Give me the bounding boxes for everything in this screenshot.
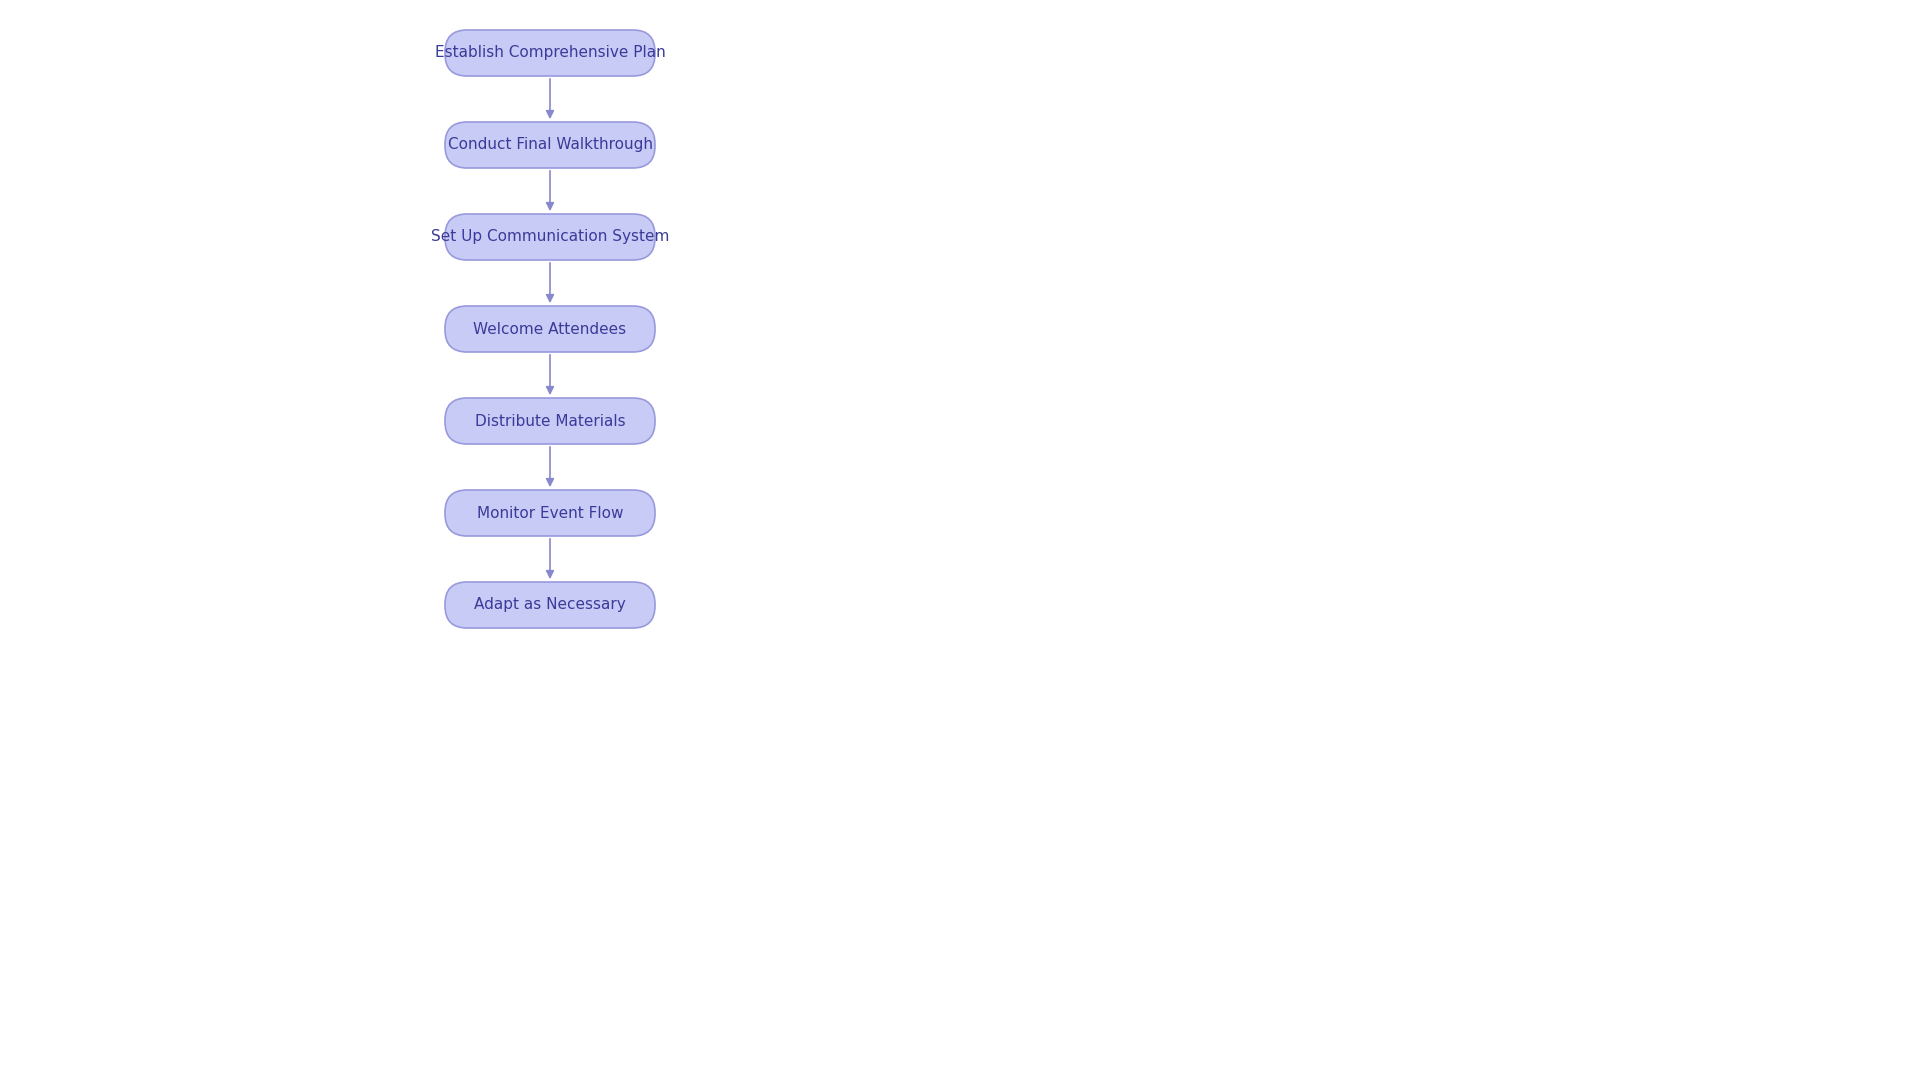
Text: Conduct Final Walkthrough: Conduct Final Walkthrough [447, 138, 653, 153]
Text: Distribute Materials: Distribute Materials [474, 414, 626, 429]
Text: Adapt as Necessary: Adapt as Necessary [474, 598, 626, 613]
FancyBboxPatch shape [445, 306, 655, 352]
Text: Welcome Attendees: Welcome Attendees [474, 322, 626, 337]
FancyBboxPatch shape [445, 490, 655, 536]
Text: Set Up Communication System: Set Up Communication System [430, 230, 670, 245]
FancyBboxPatch shape [445, 122, 655, 168]
Text: Establish Comprehensive Plan: Establish Comprehensive Plan [434, 45, 666, 61]
Text: Monitor Event Flow: Monitor Event Flow [476, 506, 624, 521]
FancyBboxPatch shape [445, 582, 655, 628]
FancyBboxPatch shape [445, 214, 655, 260]
FancyBboxPatch shape [445, 397, 655, 444]
FancyBboxPatch shape [445, 30, 655, 76]
